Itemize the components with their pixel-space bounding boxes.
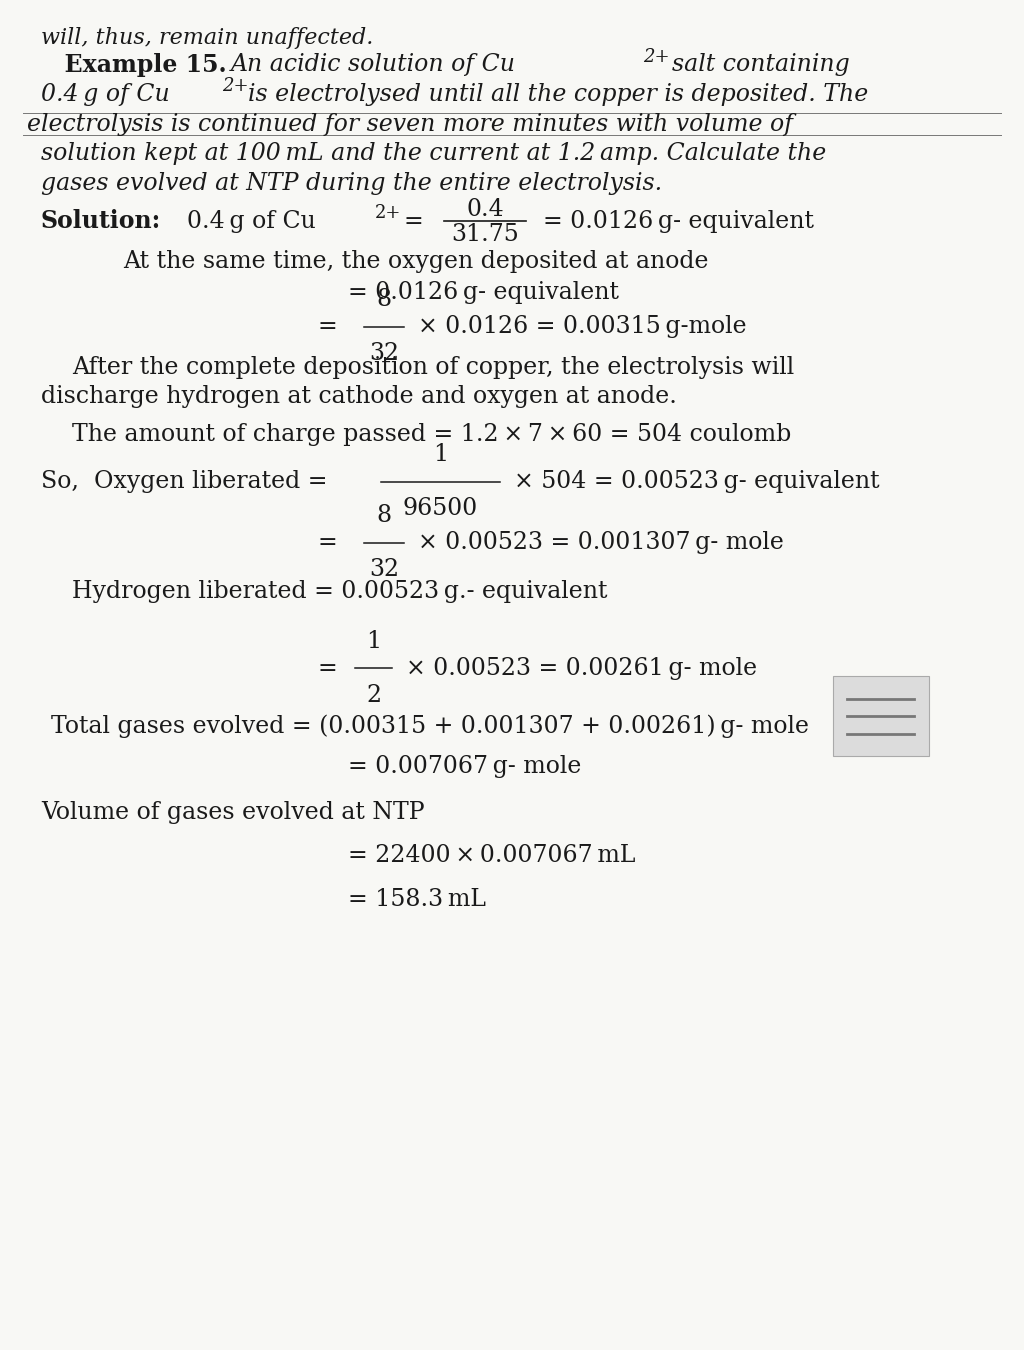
Text: Hydrogen liberated = 0.00523 g.- equivalent: Hydrogen liberated = 0.00523 g.- equival… <box>72 579 607 603</box>
Text: discharge hydrogen at cathode and oxygen at anode.: discharge hydrogen at cathode and oxygen… <box>41 385 677 409</box>
Text: 8: 8 <box>377 504 391 528</box>
Text: 8: 8 <box>377 288 391 312</box>
Text: 32: 32 <box>369 558 399 582</box>
Text: Example 15.: Example 15. <box>41 53 226 77</box>
Text: 2+: 2+ <box>643 47 670 66</box>
Text: = 158.3 mL: = 158.3 mL <box>348 887 486 911</box>
Text: will, thus, remain unaffected.: will, thus, remain unaffected. <box>41 27 374 49</box>
Text: =: = <box>317 315 337 339</box>
Text: 2+: 2+ <box>375 204 401 223</box>
Text: 1: 1 <box>433 443 447 467</box>
Text: electrolysis is continued for seven more minutes with volume of: electrolysis is continued for seven more… <box>27 112 793 136</box>
Text: The amount of charge passed = 1.2 × 7 × 60 = 504 coulomb: The amount of charge passed = 1.2 × 7 × … <box>72 423 791 447</box>
Text: An acidic solution of Cu: An acidic solution of Cu <box>230 53 515 77</box>
Text: 32: 32 <box>369 342 399 366</box>
Text: 0.4 g of Cu: 0.4 g of Cu <box>187 209 316 234</box>
Text: solution kept at 100 mL and the current at 1.2 amp. Calculate the: solution kept at 100 mL and the current … <box>41 142 826 166</box>
Text: Solution:: Solution: <box>41 209 161 234</box>
Text: is electrolysed until all the copper is deposited. The: is electrolysed until all the copper is … <box>248 82 868 107</box>
Text: salt containing: salt containing <box>672 53 850 77</box>
Text: × 504 = 0.00523 g- equivalent: × 504 = 0.00523 g- equivalent <box>514 470 880 494</box>
Text: × 0.00523 = 0.00261 g- mole: × 0.00523 = 0.00261 g- mole <box>406 656 757 680</box>
Text: So,  Oxygen liberated =: So, Oxygen liberated = <box>41 470 328 494</box>
Text: × 0.00523 = 0.001307 g- mole: × 0.00523 = 0.001307 g- mole <box>418 531 783 555</box>
Text: 1: 1 <box>367 629 381 653</box>
Text: 96500: 96500 <box>402 497 478 521</box>
Text: Total gases evolved = (0.00315 + 0.001307 + 0.00261) g- mole: Total gases evolved = (0.00315 + 0.00130… <box>51 714 809 738</box>
FancyBboxPatch shape <box>833 676 929 756</box>
Text: = 22400 × 0.007067 mL: = 22400 × 0.007067 mL <box>348 844 636 868</box>
Text: = 0.007067 g- mole: = 0.007067 g- mole <box>348 755 582 779</box>
Text: 0.4: 0.4 <box>467 197 504 221</box>
Text: After the complete deposition of copper, the electrolysis will: After the complete deposition of copper,… <box>72 355 794 379</box>
Text: × 0.0126 = 0.00315 g-mole: × 0.0126 = 0.00315 g-mole <box>418 315 746 339</box>
Text: 2: 2 <box>367 683 381 707</box>
Text: = 0.0126 g- equivalent: = 0.0126 g- equivalent <box>348 281 620 305</box>
Text: Volume of gases evolved at NTP: Volume of gases evolved at NTP <box>41 801 425 825</box>
Text: =: = <box>317 656 337 680</box>
Text: 31.75: 31.75 <box>452 223 519 247</box>
Text: = 0.0126 g- equivalent: = 0.0126 g- equivalent <box>543 209 814 234</box>
Text: =: = <box>317 531 337 555</box>
Text: 2+: 2+ <box>222 77 249 96</box>
Text: At the same time, the oxygen deposited at anode: At the same time, the oxygen deposited a… <box>123 250 709 274</box>
Text: gases evolved at NTP during the entire electrolysis.: gases evolved at NTP during the entire e… <box>41 171 663 196</box>
Text: 0.4 g of Cu: 0.4 g of Cu <box>41 82 170 107</box>
Text: =: = <box>403 209 423 234</box>
